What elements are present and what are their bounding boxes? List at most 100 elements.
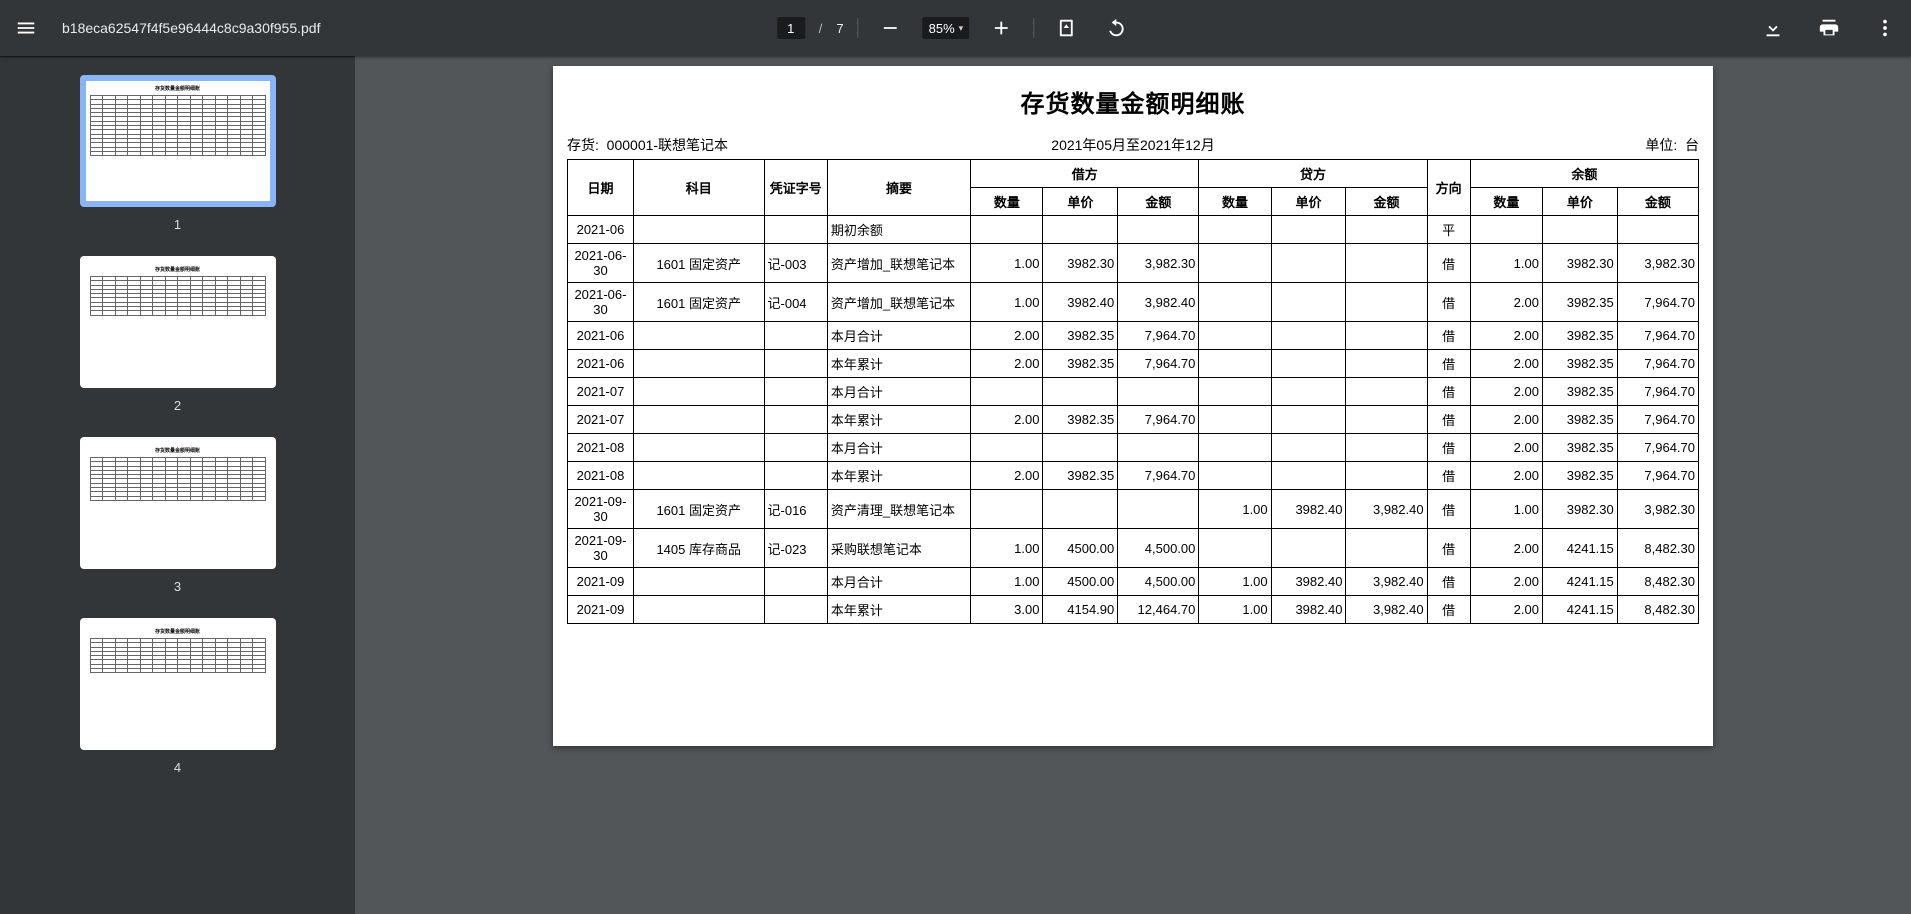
table-cell: 1601 固定资产 (633, 244, 764, 283)
table-cell: 1.00 (971, 568, 1043, 596)
thumbnail[interactable]: 存货数量金额明细账 (80, 618, 276, 750)
table-cell (764, 596, 827, 624)
table-cell: 2.00 (1470, 283, 1542, 322)
thumbnail-title: 存货数量金额明细账 (86, 85, 270, 92)
table-cell: 借 (1427, 434, 1470, 462)
download-button[interactable] (1755, 10, 1791, 46)
table-cell (1199, 350, 1271, 378)
table-cell: 7,964.70 (1617, 322, 1698, 350)
table-cell (1271, 378, 1346, 406)
table-cell: 3982.35 (1542, 462, 1617, 490)
th-amount: 金额 (1346, 188, 1427, 216)
table-cell: 2021-06 (568, 350, 634, 378)
table-cell (971, 216, 1043, 244)
table-cell: 本年累计 (827, 350, 970, 378)
thumbnail[interactable]: 存货数量金额明细账 (80, 256, 276, 388)
table-cell: 3982.35 (1542, 322, 1617, 350)
fit-page-button[interactable] (1048, 10, 1084, 46)
th-amount: 金额 (1118, 188, 1199, 216)
thumbnail-sidebar[interactable]: 存货数量金额明细账 1存货数量金额明细账 2存货数量金额明细账 3存货数量金额明… (0, 56, 355, 914)
table-cell: 借 (1427, 490, 1470, 529)
pdf-page: 存货数量金额明细账 存货: 000001-联想笔记本 2021年05月至2021… (553, 66, 1713, 746)
menu-button[interactable] (8, 10, 44, 46)
table-cell: 3982.35 (1542, 406, 1617, 434)
zoom-in-button[interactable] (983, 10, 1019, 46)
thumbnail[interactable]: 存货数量金额明细账 (80, 75, 276, 207)
table-cell: 1.00 (971, 283, 1043, 322)
zoom-out-button[interactable] (873, 10, 909, 46)
table-cell: 3982.35 (1542, 350, 1617, 378)
pdf-viewer[interactable]: 存货数量金额明细账 存货: 000001-联想笔记本 2021年05月至2021… (355, 56, 1911, 914)
table-cell (1118, 378, 1199, 406)
table-cell: 借 (1427, 350, 1470, 378)
table-cell: 3,982.40 (1346, 568, 1427, 596)
thumbnail-title: 存货数量金额明细账 (86, 447, 270, 454)
table-row: 2021-09本年累计3.004154.9012,464.701.003982.… (568, 596, 1699, 624)
th-qty: 数量 (1470, 188, 1542, 216)
table-cell (1542, 216, 1617, 244)
table-cell: 1405 库存商品 (633, 529, 764, 568)
table-cell: 1.00 (1199, 568, 1271, 596)
table-cell: 2021-08 (568, 462, 634, 490)
page-total: 7 (836, 21, 843, 36)
table-cell (1271, 216, 1346, 244)
zoom-value: 85% (929, 21, 955, 36)
filename-label: b18eca62547f4f5e96444c8c9a30f955.pdf (62, 20, 320, 36)
table-row: 2021-06本年累计2.003982.357,964.70借2.003982.… (568, 350, 1699, 378)
table-cell (1199, 283, 1271, 322)
table-cell: 借 (1427, 596, 1470, 624)
table-cell: 1.00 (1470, 244, 1542, 283)
table-cell: 1.00 (1199, 596, 1271, 624)
table-cell: 2.00 (971, 462, 1043, 490)
table-cell: 3982.40 (1271, 596, 1346, 624)
table-cell (764, 434, 827, 462)
toolbar-divider (858, 18, 859, 38)
table-cell (1118, 490, 1199, 529)
table-cell (1346, 322, 1427, 350)
table-cell: 7,964.70 (1118, 322, 1199, 350)
table-cell (633, 378, 764, 406)
th-vno: 凭证字号 (764, 160, 827, 216)
th-credit: 贷方 (1199, 160, 1427, 188)
table-cell: 2021-08 (568, 434, 634, 462)
table-cell: 平 (1427, 216, 1470, 244)
toolbar-right (1755, 10, 1903, 46)
table-cell: 3,982.30 (1118, 244, 1199, 283)
zoom-select[interactable]: 85% ▾ (923, 17, 970, 39)
table-row: 2021-09-301601 固定资产记-016资产清理_联想笔记本1.0039… (568, 490, 1699, 529)
table-cell (1199, 462, 1271, 490)
thumbnail[interactable]: 存货数量金额明细账 (80, 437, 276, 569)
table-cell: 本月合计 (827, 322, 970, 350)
page-number-input[interactable] (777, 17, 805, 39)
table-row: 2021-09本月合计1.004500.004,500.001.003982.4… (568, 568, 1699, 596)
table-cell: 8,482.30 (1617, 596, 1698, 624)
thumbnail-number: 2 (174, 398, 181, 413)
plus-icon (990, 17, 1012, 39)
table-cell: 借 (1427, 529, 1470, 568)
more-button[interactable] (1867, 10, 1903, 46)
thumbnail-wrap: 存货数量金额明细账 1 (80, 75, 276, 232)
table-cell: 7,964.70 (1118, 406, 1199, 434)
table-cell (633, 322, 764, 350)
period-label: 2021年05月至2021年12月 (1051, 135, 1214, 155)
table-cell: 3982.35 (1043, 406, 1118, 434)
table-cell: 2021-07 (568, 378, 634, 406)
print-button[interactable] (1811, 10, 1847, 46)
table-cell (1199, 216, 1271, 244)
table-cell (633, 596, 764, 624)
table-cell (1346, 378, 1427, 406)
table-cell: 1.00 (1199, 490, 1271, 529)
th-price: 单价 (1271, 188, 1346, 216)
table-cell: 3,982.40 (1346, 596, 1427, 624)
table-cell: 4,500.00 (1118, 568, 1199, 596)
table-cell (764, 568, 827, 596)
chevron-down-icon: ▾ (959, 23, 964, 34)
rotate-button[interactable] (1098, 10, 1134, 46)
th-date: 日期 (568, 160, 634, 216)
table-cell (1118, 434, 1199, 462)
table-cell: 借 (1427, 568, 1470, 596)
table-cell (971, 378, 1043, 406)
table-cell (971, 490, 1043, 529)
ledger-tbody: 2021-06期初余额平2021-06-301601 固定资产记-003资产增加… (568, 216, 1699, 624)
table-cell: 2.00 (1470, 406, 1542, 434)
